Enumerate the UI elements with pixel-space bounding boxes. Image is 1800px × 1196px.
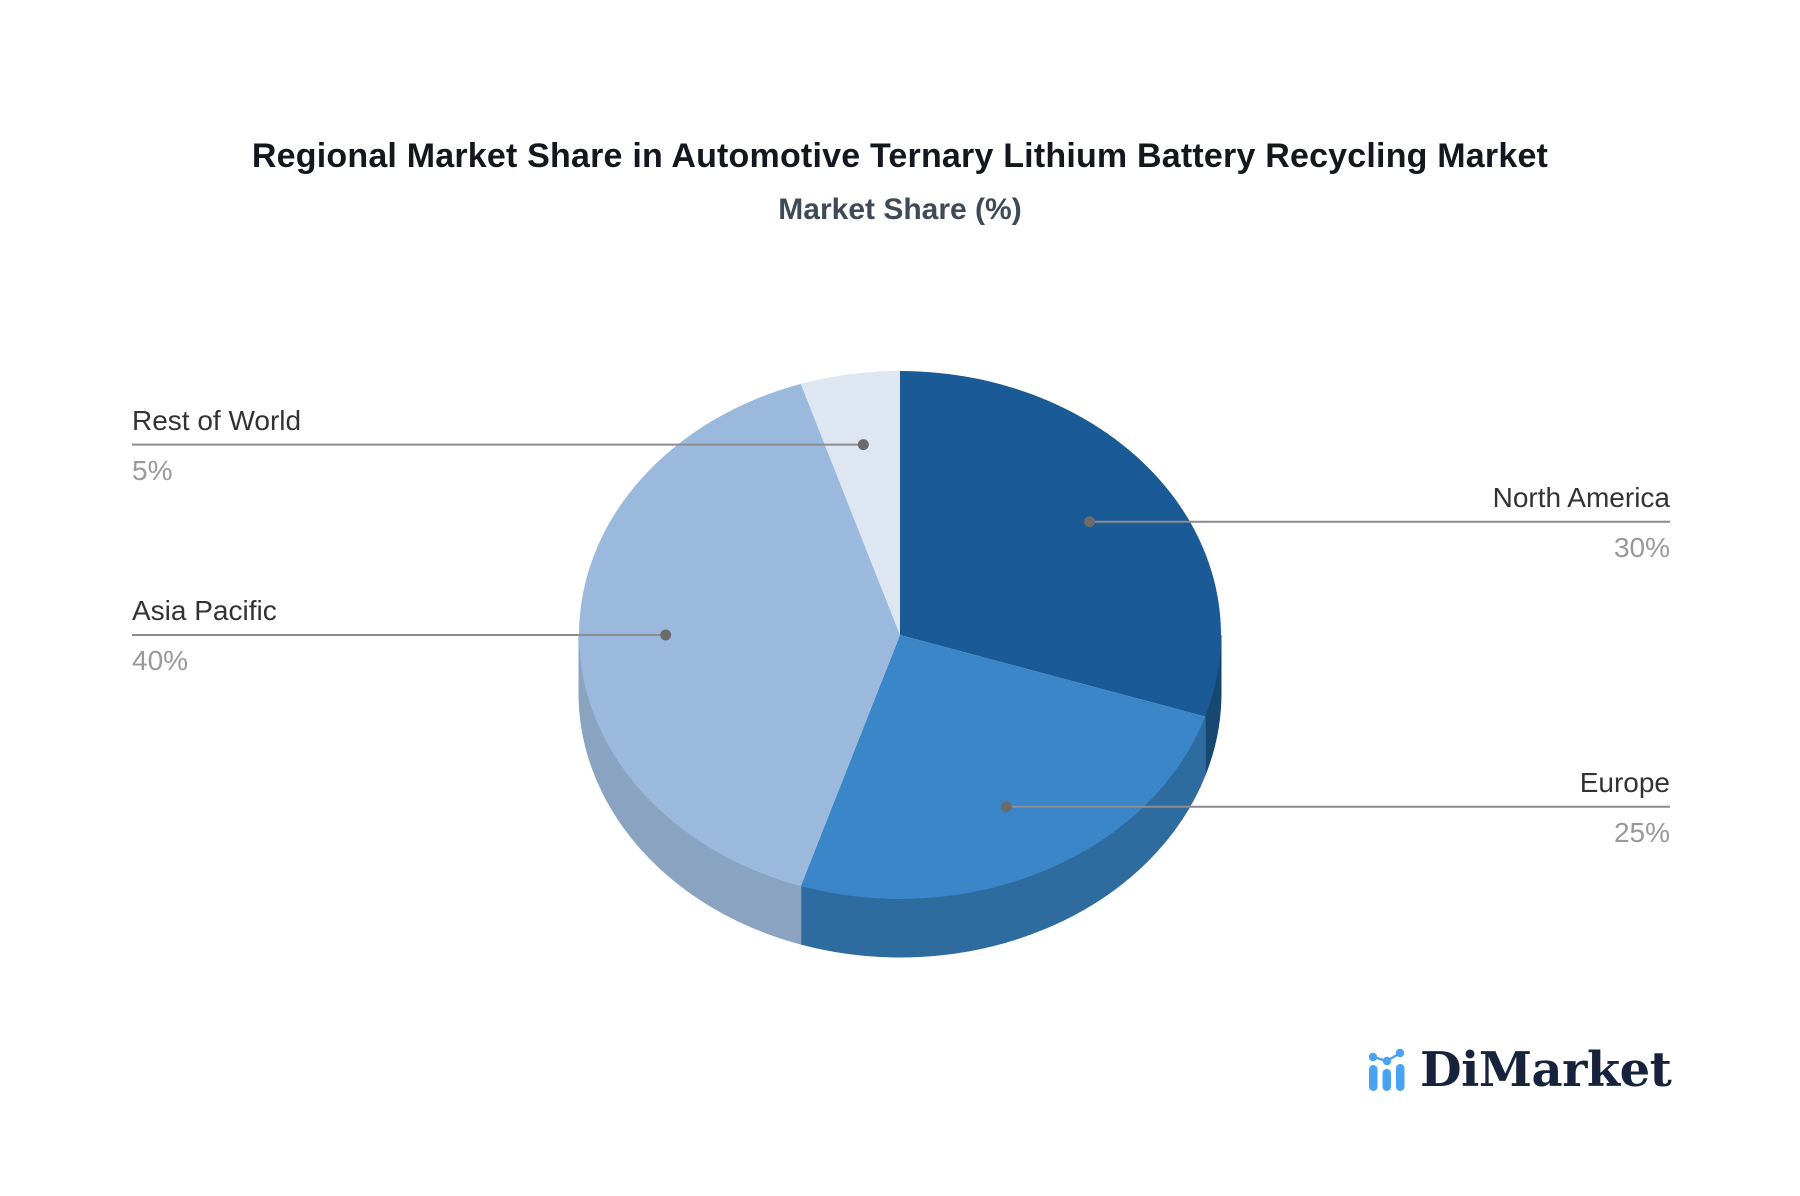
slice-label-north-america: North America: [1492, 481, 1670, 513]
slice-label-rest-of-world: Rest of World: [132, 404, 302, 436]
slice-value-rest-of-world: 5%: [132, 454, 173, 486]
slice-value-europe: 25%: [1613, 816, 1670, 848]
pie-slice-asia-pacific[interactable]: [578, 383, 900, 887]
leader-dot-north-america: [1084, 516, 1096, 528]
pie-slice-rest-of-world[interactable]: [800, 371, 900, 635]
leader-dot-asia-pacific: [660, 629, 672, 641]
leader-dot-europe: [1000, 801, 1012, 813]
pie-slice-europe[interactable]: [800, 635, 1206, 899]
slice-value-asia-pacific: 40%: [132, 645, 189, 676]
brand-logo: DiMarket: [1366, 1042, 1672, 1098]
slice-label-europe: Europe: [1579, 766, 1670, 798]
leader-dot-rest-of-world: [857, 439, 869, 451]
pie-slice-north-america[interactable]: [900, 371, 1221, 717]
chart-subtitle: Market Share (%): [778, 193, 1022, 226]
slice-value-north-america: 30%: [1613, 531, 1670, 563]
chart-title: Regional Market Share in Automotive Tern…: [251, 137, 1549, 175]
slice-label-asia-pacific: Asia Pacific: [132, 595, 277, 626]
brand-name: DiMarket: [1420, 1042, 1672, 1098]
bar-line-chart-icon: [1368, 1048, 1405, 1091]
